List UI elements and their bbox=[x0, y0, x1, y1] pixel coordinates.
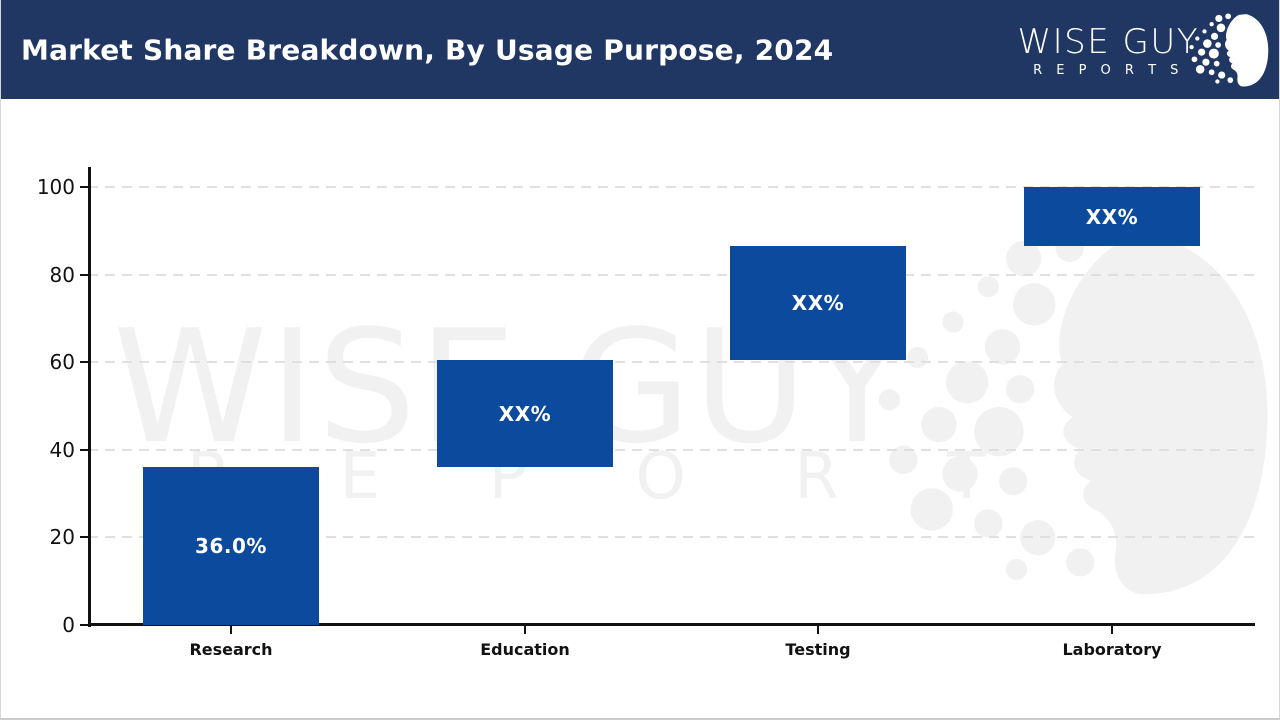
y-tick-label: 80 bbox=[49, 262, 75, 287]
bar-research: 36.0% bbox=[143, 467, 319, 625]
bar-value-label: XX% bbox=[498, 401, 552, 426]
y-tick-label: 100 bbox=[36, 175, 75, 199]
x-axis-spine bbox=[88, 623, 1255, 626]
x-tick-label: Testing bbox=[785, 640, 851, 659]
gridline bbox=[88, 186, 1255, 188]
x-tick-label: Laboratory bbox=[1062, 640, 1162, 659]
x-tick-mark bbox=[524, 626, 526, 634]
y-tick-label: 60 bbox=[49, 350, 75, 375]
bar-laboratory: XX% bbox=[1024, 187, 1200, 247]
y-tick-mark bbox=[80, 361, 88, 364]
brand-face-icon bbox=[1189, 13, 1269, 87]
y-tick-mark bbox=[80, 536, 88, 539]
x-tick-label: Research bbox=[189, 640, 273, 659]
brand-logo: WISE GUY R E P O R T S bbox=[1017, 4, 1269, 96]
y-tick-mark bbox=[80, 448, 88, 451]
y-tick-mark bbox=[80, 186, 88, 188]
chart-title: Market Share Breakdown, By Usage Purpose… bbox=[21, 33, 834, 66]
bar-value-label: 36.0% bbox=[195, 534, 267, 559]
bar-testing: XX% bbox=[730, 246, 906, 360]
y-axis-spine bbox=[88, 167, 91, 627]
gridline bbox=[88, 536, 1255, 539]
x-tick-mark bbox=[1111, 626, 1113, 634]
y-tick-label: 20 bbox=[49, 525, 75, 550]
header-band: Market Share Breakdown, By Usage Purpose… bbox=[1, 0, 1279, 99]
brand-subname: R E P O R T S bbox=[1033, 63, 1184, 78]
bar-value-label: XX% bbox=[791, 291, 845, 316]
brand-logo-text: WISE GUY R E P O R T S bbox=[1017, 22, 1199, 78]
y-tick-mark bbox=[80, 624, 88, 626]
x-tick-label: Education bbox=[480, 640, 570, 659]
bar-education: XX% bbox=[437, 360, 613, 468]
gridline bbox=[88, 273, 1255, 276]
brand-name: WISE GUY bbox=[1017, 22, 1199, 62]
x-tick-mark bbox=[230, 626, 232, 634]
gridline bbox=[88, 448, 1255, 451]
y-tick-label: 0 bbox=[62, 613, 75, 637]
watermark-head-icon bbox=[878, 233, 1268, 595]
y-tick-mark bbox=[80, 273, 88, 276]
bar-value-label: XX% bbox=[1085, 204, 1139, 229]
gridline bbox=[88, 361, 1255, 364]
y-tick-label: 40 bbox=[49, 437, 75, 462]
x-tick-mark bbox=[817, 626, 819, 634]
